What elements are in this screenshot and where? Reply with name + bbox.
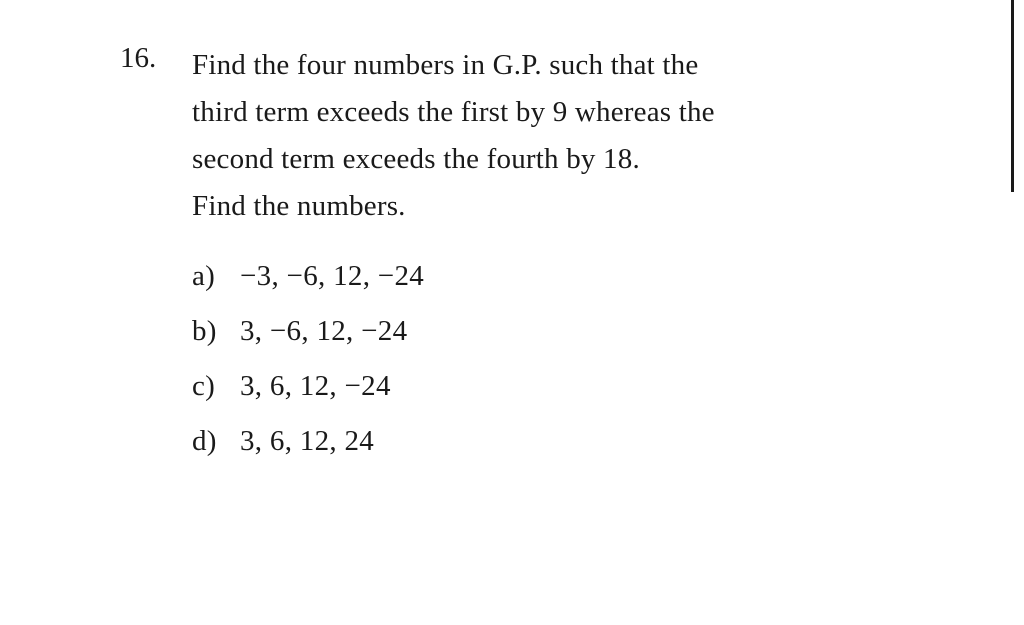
option-d: d) 3, 6, 12, 24 — [192, 425, 932, 458]
option-a-label: a) — [192, 260, 240, 293]
option-d-value: 3, 6, 12, 24 — [240, 425, 374, 458]
option-c: c) 3, 6, 12, −24 — [192, 370, 932, 403]
question-text-line-4: Find the numbers. — [192, 190, 406, 222]
option-c-value: 3, 6, 12, −24 — [240, 370, 391, 403]
option-b-value: 3, −6, 12, −24 — [240, 315, 407, 348]
question-text: Find the four numbers in G.P. such that … — [192, 42, 932, 230]
option-d-label: d) — [192, 425, 240, 458]
question-text-line-3: second term exceeds the fourth by 18. — [192, 143, 640, 175]
option-b: b) 3, −6, 12, −24 — [192, 315, 932, 348]
option-a: a) −3, −6, 12, −24 — [192, 260, 932, 293]
option-a-value: −3, −6, 12, −24 — [240, 260, 424, 293]
question-text-line-1: Find the four numbers in G.P. such that … — [192, 49, 698, 81]
options-list: a) −3, −6, 12, −24 b) 3, −6, 12, −24 c) … — [192, 260, 932, 458]
question-body: Find the four numbers in G.P. such that … — [192, 42, 992, 480]
option-b-label: b) — [192, 315, 240, 348]
question-row: 16. Find the four numbers in G.P. such t… — [120, 42, 992, 480]
question-container: 16. Find the four numbers in G.P. such t… — [0, 0, 1024, 512]
option-c-label: c) — [192, 370, 240, 403]
question-text-line-2: third term exceeds the first by 9 wherea… — [192, 96, 715, 128]
question-number: 16. — [120, 42, 192, 75]
